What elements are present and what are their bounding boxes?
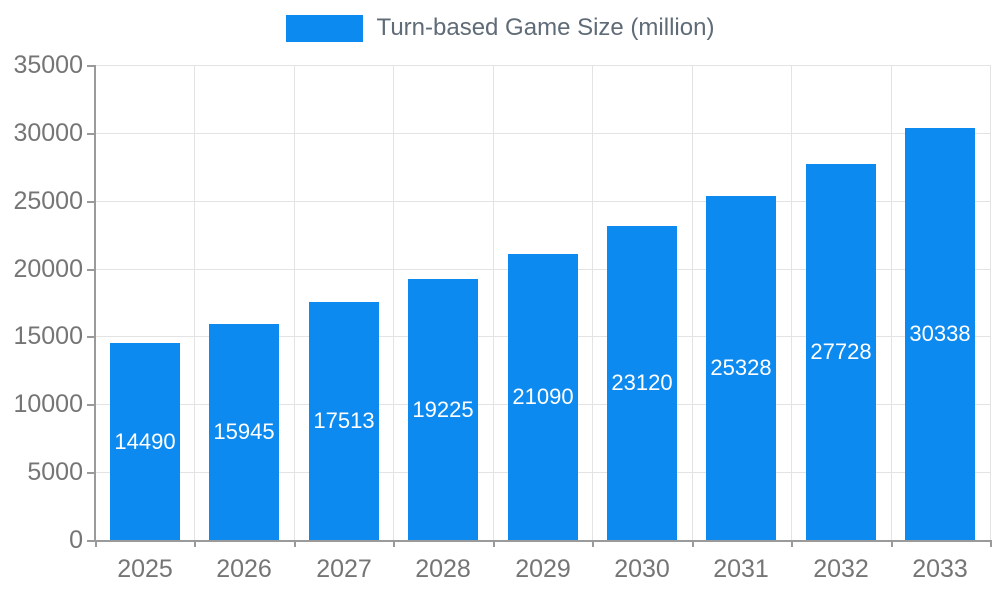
x-axis-tick-label: 2025	[117, 555, 173, 583]
y-axis-tick-label: 0	[69, 526, 83, 554]
x-gridline	[194, 65, 195, 540]
bar-2027: 17513	[309, 302, 379, 540]
bar-value-label: 30338	[909, 321, 971, 346]
bar-2033: 30338	[905, 128, 975, 540]
y-axis-tick-mark	[87, 404, 94, 406]
plot-area: 14490 15945 17513 19225 21090 23120 25328 27728…	[95, 65, 991, 540]
x-axis-tick-label: 2033	[912, 555, 968, 583]
x-axis-tick-mark	[791, 540, 793, 547]
x-axis-tick-mark	[891, 540, 893, 547]
bar-2025: 14490	[110, 343, 180, 540]
bar-value-label: 14490	[114, 428, 176, 454]
y-axis-tick-label: 35000	[13, 51, 83, 79]
y-axis-tick-mark	[87, 133, 94, 135]
x-axis-tick-label: 2031	[713, 555, 769, 583]
x-axis-tick-mark	[294, 540, 296, 547]
x-axis-tick-label: 2029	[515, 555, 571, 583]
bar-value-label: 19225	[412, 396, 474, 422]
bar-value-label: 25328	[710, 355, 772, 380]
x-axis-tick-label: 2028	[415, 555, 471, 583]
y-axis-tick-label: 10000	[13, 390, 83, 418]
x-axis-tick-mark	[95, 540, 97, 547]
x-gridline	[393, 65, 394, 540]
bar-2030: 23120	[607, 226, 677, 540]
x-gridline	[791, 65, 792, 540]
bar-2031: 25328	[706, 196, 776, 540]
y-axis-tick-mark	[87, 201, 94, 203]
chart-legend: Turn-based Game Size (million)	[0, 14, 1000, 42]
y-axis-tick-mark	[87, 336, 94, 338]
y-axis-tick-label: 15000	[13, 322, 83, 350]
x-gridline	[692, 65, 693, 540]
x-axis-tick-mark	[692, 540, 694, 547]
y-axis-line	[94, 65, 96, 540]
bar-value-label: 27728	[810, 339, 872, 364]
y-axis-tick-mark	[87, 472, 94, 474]
x-axis-tick-label: 2026	[216, 555, 272, 583]
bar-2028: 19225	[408, 279, 478, 540]
bar-value-label: 17513	[313, 408, 375, 433]
legend-color-swatch	[285, 14, 363, 42]
x-gridline	[592, 65, 593, 540]
x-axis-tick-mark	[493, 540, 495, 547]
y-axis-tick-mark	[87, 65, 94, 67]
x-gridline	[891, 65, 892, 540]
bar-2026: 15945	[209, 324, 279, 540]
x-gridline	[990, 65, 991, 540]
y-axis-tick-label: 5000	[27, 458, 83, 486]
y-axis-tick-label: 25000	[13, 187, 83, 215]
legend-label: Turn-based Game Size (million)	[376, 14, 715, 41]
bar-value-label: 21090	[512, 384, 574, 409]
y-axis-tick-mark	[87, 269, 94, 271]
y-axis-tick-label: 30000	[13, 119, 83, 147]
bar-2032: 27728	[806, 164, 876, 540]
y-axis-tick-label: 20000	[13, 255, 83, 283]
x-axis-tick-mark	[990, 540, 992, 547]
x-axis-tick-mark	[194, 540, 196, 547]
bar-2029: 21090	[508, 254, 578, 540]
x-axis-tick-mark	[393, 540, 395, 547]
y-gridline	[95, 132, 990, 134]
y-axis-tick-mark	[87, 540, 94, 542]
x-axis-tick-label: 2032	[813, 555, 869, 583]
bar-value-label: 15945	[213, 419, 275, 444]
x-gridline	[294, 65, 295, 540]
x-axis-tick-mark	[592, 540, 594, 547]
y-gridline	[95, 200, 990, 202]
x-axis-tick-label: 2027	[316, 555, 372, 583]
y-gridline	[95, 65, 990, 66]
bar-value-label: 23120	[611, 370, 673, 395]
x-gridline	[493, 65, 494, 540]
x-axis-tick-label: 2030	[614, 555, 670, 583]
x-axis-line	[94, 540, 991, 542]
